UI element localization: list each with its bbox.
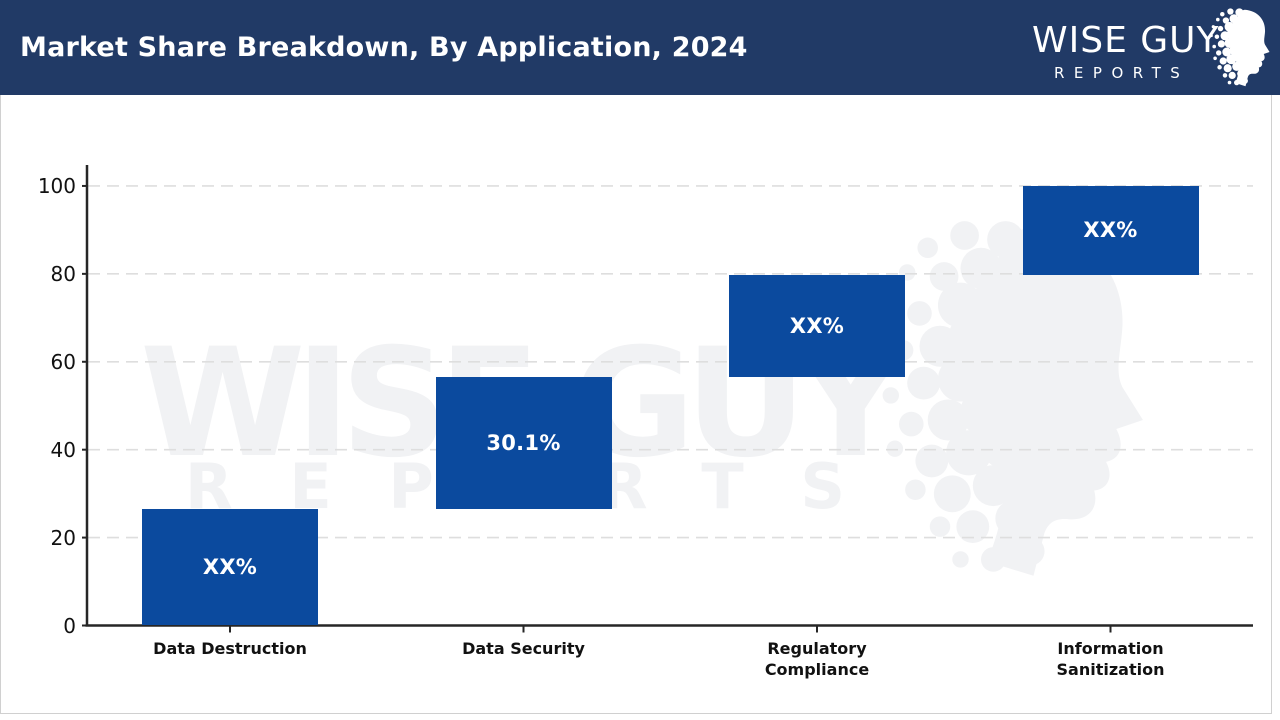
wiseguy-logo: WISE GUY REPORTS	[1032, 8, 1270, 87]
header-bar: Market Share Breakdown, By Application, …	[0, 0, 1280, 95]
page-title: Market Share Breakdown, By Application, …	[20, 32, 748, 63]
logo-text-reports: REPORTS	[1054, 64, 1189, 82]
logo-text-wiseguy: WISE GUY	[1032, 20, 1220, 61]
chart-card	[0, 95, 1272, 714]
